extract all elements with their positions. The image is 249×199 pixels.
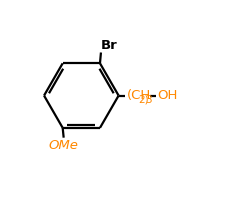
Text: 2): 2) xyxy=(138,95,148,105)
Text: 3: 3 xyxy=(145,95,152,105)
Text: Br: Br xyxy=(101,39,118,52)
Text: OMe: OMe xyxy=(49,139,79,152)
Text: OH: OH xyxy=(157,89,178,102)
Text: (CH: (CH xyxy=(126,89,151,102)
